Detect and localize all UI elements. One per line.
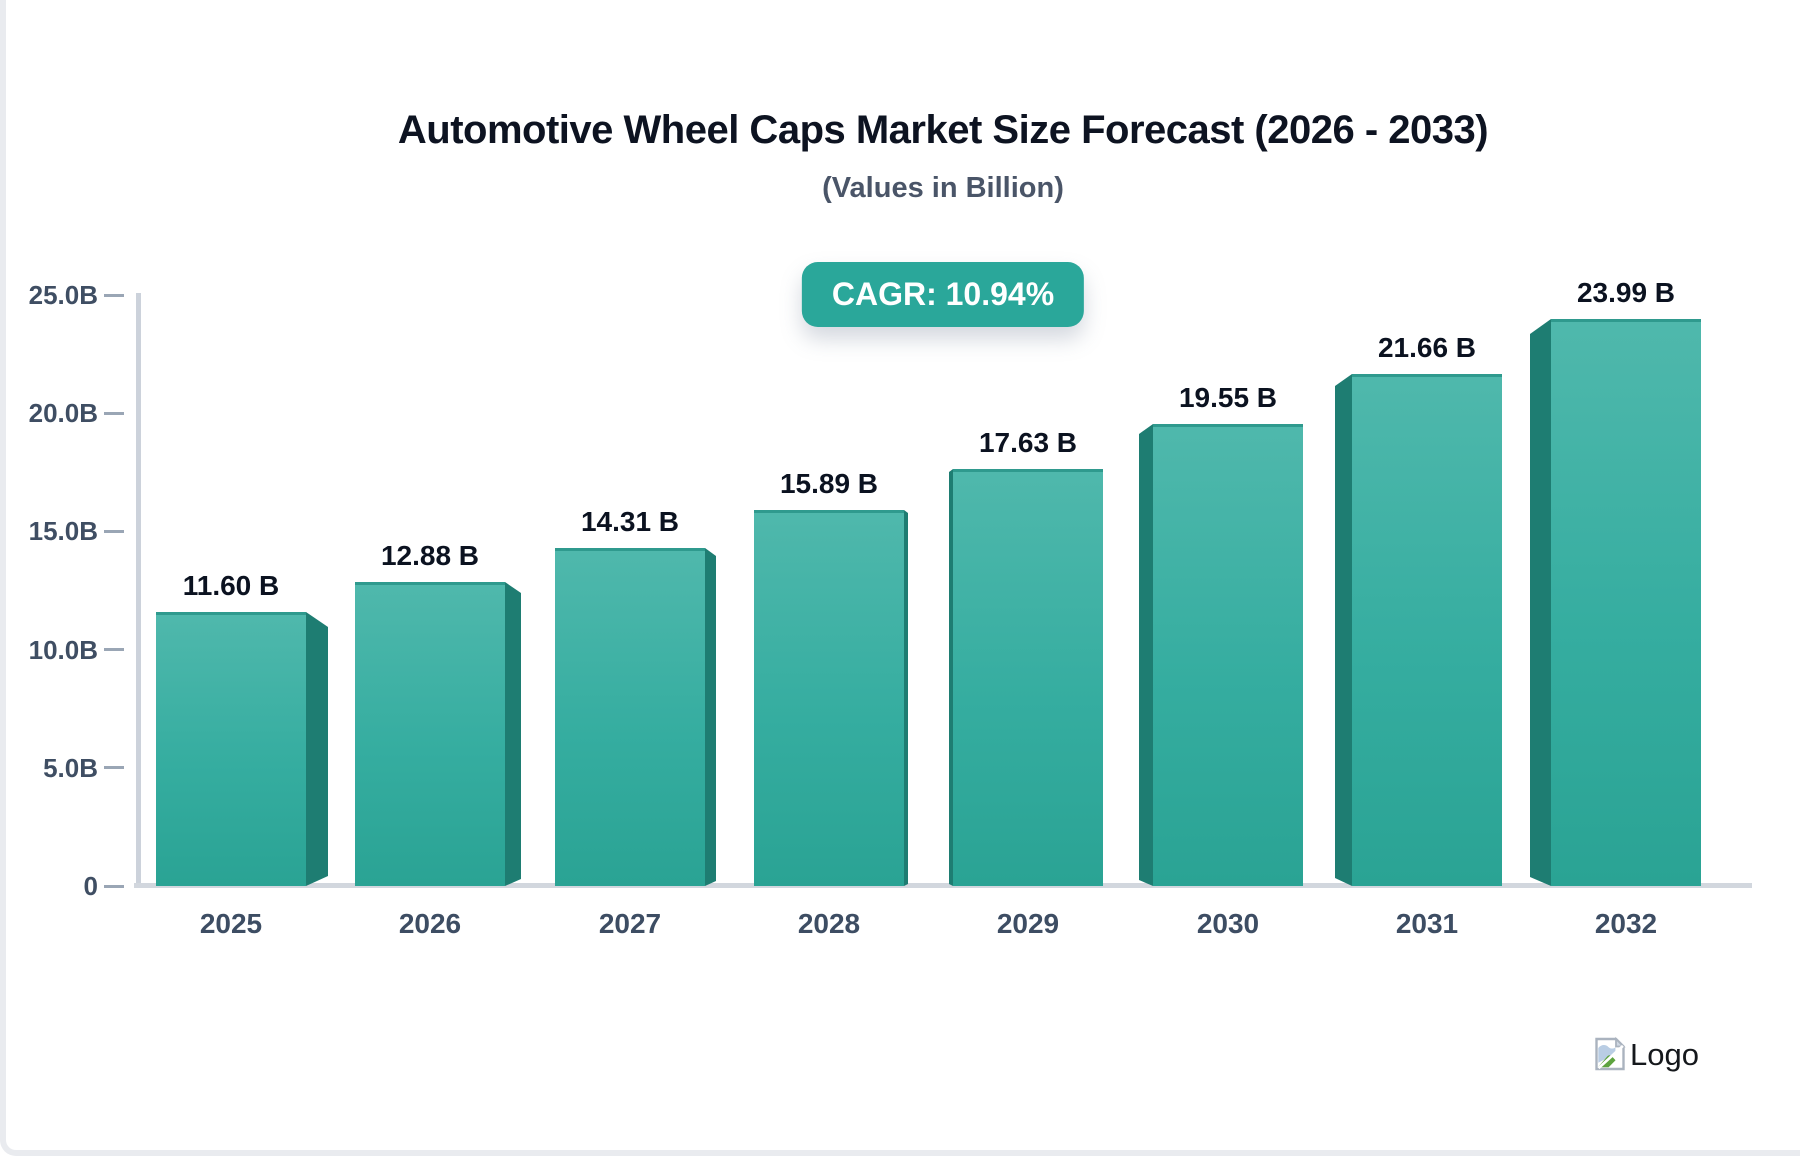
y-axis-tick-label: 20.0B (28, 398, 98, 429)
y-axis-tick (104, 529, 124, 533)
bar-value-label: 19.55 B (1178, 382, 1278, 413)
3d-side-face (705, 548, 716, 886)
bar-value-label: 11.60 B (182, 570, 280, 601)
3d-side-face (306, 612, 328, 886)
x-tick-label: 2026 (398, 908, 462, 939)
y-axis-tick-label: 25.0B (28, 280, 98, 310)
broken-image-icon (1595, 1036, 1626, 1071)
y-axis-tick-label: 0 (83, 871, 98, 901)
3d-side-face (1335, 374, 1352, 886)
bar-2032 (1551, 319, 1701, 886)
bar-2029 (953, 469, 1103, 886)
bar-value-label: 21.66 B (1377, 332, 1477, 363)
bar-2028 (754, 510, 904, 886)
bar-2026 (355, 582, 505, 886)
x-tick-label: 2031 (1395, 908, 1459, 939)
cagr-badge-label: CAGR: 10.94% (831, 276, 1055, 312)
bar-value-label: 15.89 B (779, 468, 879, 499)
bar-2030 (1153, 424, 1303, 886)
y-axis-tick-label: 5.0B (43, 752, 98, 783)
3d-side-face (1139, 424, 1153, 886)
x-axis-baseline (134, 883, 1752, 888)
bar-2031 (1352, 374, 1502, 886)
chart-subtitle: (Values in Billion) (822, 172, 1064, 204)
3d-side-face (949, 469, 953, 886)
3d-side-face (1530, 319, 1551, 886)
y-axis-tick (104, 884, 124, 888)
x-tick-label: 2029 (996, 908, 1060, 939)
logo: Logo (1592, 1036, 1699, 1072)
y-axis-line (136, 293, 141, 886)
bar-value-label: 14.31 B (580, 506, 680, 537)
bar-2027 (555, 548, 705, 886)
chart-title: Automotive Wheel Caps Market Size Foreca… (397, 108, 1489, 152)
bar-2025 (156, 612, 306, 886)
bar-value-label: 17.63 B (978, 427, 1078, 458)
x-tick-label: 2032 (1594, 908, 1658, 939)
bar-chart-plot-area: 25.0B 20.0B 15.0B 10.0B 5.0B 0 11.60 B 2025 12.8… (6, 0, 1800, 1150)
x-tick-label: 2025 (199, 908, 263, 939)
x-tick-label: 2030 (1196, 908, 1260, 939)
x-tick-label: 2028 (797, 908, 861, 939)
y-axis-tick (104, 766, 124, 770)
cagr-badge: CAGR: 10.94% (801, 262, 1085, 327)
logo-text: Logo (1630, 1037, 1699, 1072)
y-axis-tick (104, 293, 124, 297)
bar-value-label: 12.88 B (380, 540, 480, 571)
bar-value-label: 23.99 B (1576, 277, 1676, 308)
y-axis-tick (104, 648, 124, 652)
y-axis-tick-label: 15.0B (28, 516, 98, 547)
x-tick-label: 2027 (598, 908, 662, 939)
y-axis-tick (104, 411, 124, 415)
3d-side-face (904, 510, 908, 886)
3d-side-face (505, 582, 521, 886)
y-axis-tick-label: 10.0B (28, 634, 98, 665)
